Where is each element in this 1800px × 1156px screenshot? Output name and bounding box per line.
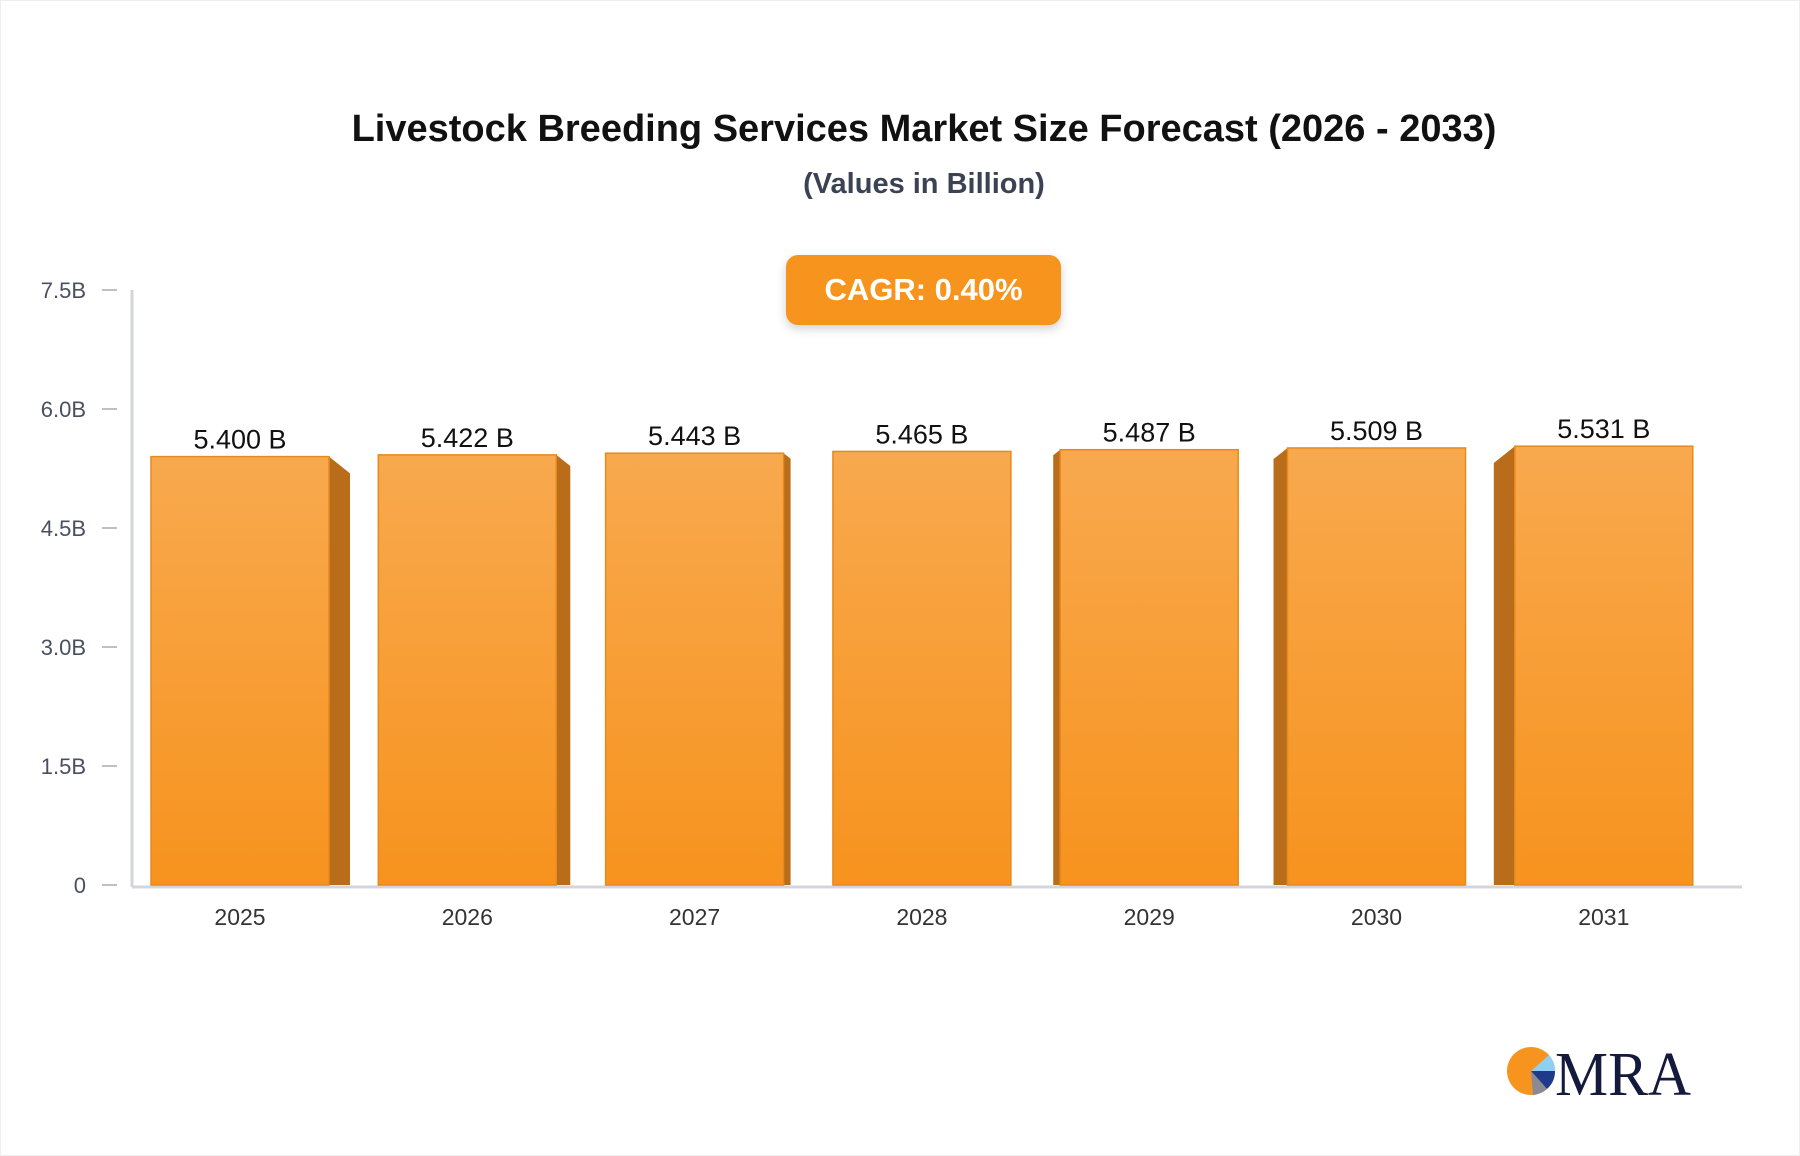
bar-2026: [377, 454, 558, 886]
bar-2030: [1286, 447, 1467, 886]
y-tick-label: 4.5B: [41, 516, 86, 541]
bar-side: [556, 454, 571, 885]
x-tick-label: 2028: [896, 904, 947, 930]
data-label: 5.487 B: [1103, 418, 1196, 448]
logo-text: MRA: [1555, 1041, 1691, 1102]
cagr-badge: CAGR: 0.40%: [786, 255, 1061, 325]
data-label: 5.422 B: [421, 423, 514, 453]
x-tick-label: 2029: [1124, 904, 1175, 930]
x-tick-label: 2031: [1578, 904, 1629, 930]
chart-subtitle: (Values in Billion): [803, 168, 1045, 200]
x-tick-label: 2026: [442, 904, 493, 930]
bar-side: [1053, 449, 1061, 885]
bar-side: [329, 456, 350, 885]
bar-2025: [150, 455, 330, 886]
x-tick-label: 2025: [214, 904, 265, 930]
y-tick-label: 1.5B: [41, 754, 86, 779]
y-tick-label: 7.5B: [41, 278, 86, 303]
y-tick-label: 3.0B: [41, 635, 86, 660]
data-label: 5.400 B: [193, 425, 286, 455]
data-label: 5.465 B: [875, 419, 968, 449]
mra-logo: MRA: [1507, 1041, 1691, 1102]
bar-2029: [1059, 448, 1239, 886]
data-label: 5.443 B: [648, 421, 741, 451]
x-tick-label: 2030: [1351, 904, 1402, 930]
bar-2031: [1514, 445, 1694, 886]
y-tick-label: 6.0B: [41, 397, 86, 422]
y-tick-label: 0: [74, 873, 86, 898]
bar-side: [1273, 447, 1288, 885]
chart-title: Livestock Breeding Services Market Size …: [351, 108, 1497, 150]
bar-2027: [604, 452, 785, 886]
data-label: 5.531 B: [1557, 414, 1650, 444]
x-tick-label: 2027: [669, 904, 720, 930]
bar-side: [1493, 446, 1515, 885]
data-label: 5.509 B: [1330, 416, 1423, 446]
bar-2028: [832, 450, 1012, 886]
bar-side: [783, 453, 791, 885]
